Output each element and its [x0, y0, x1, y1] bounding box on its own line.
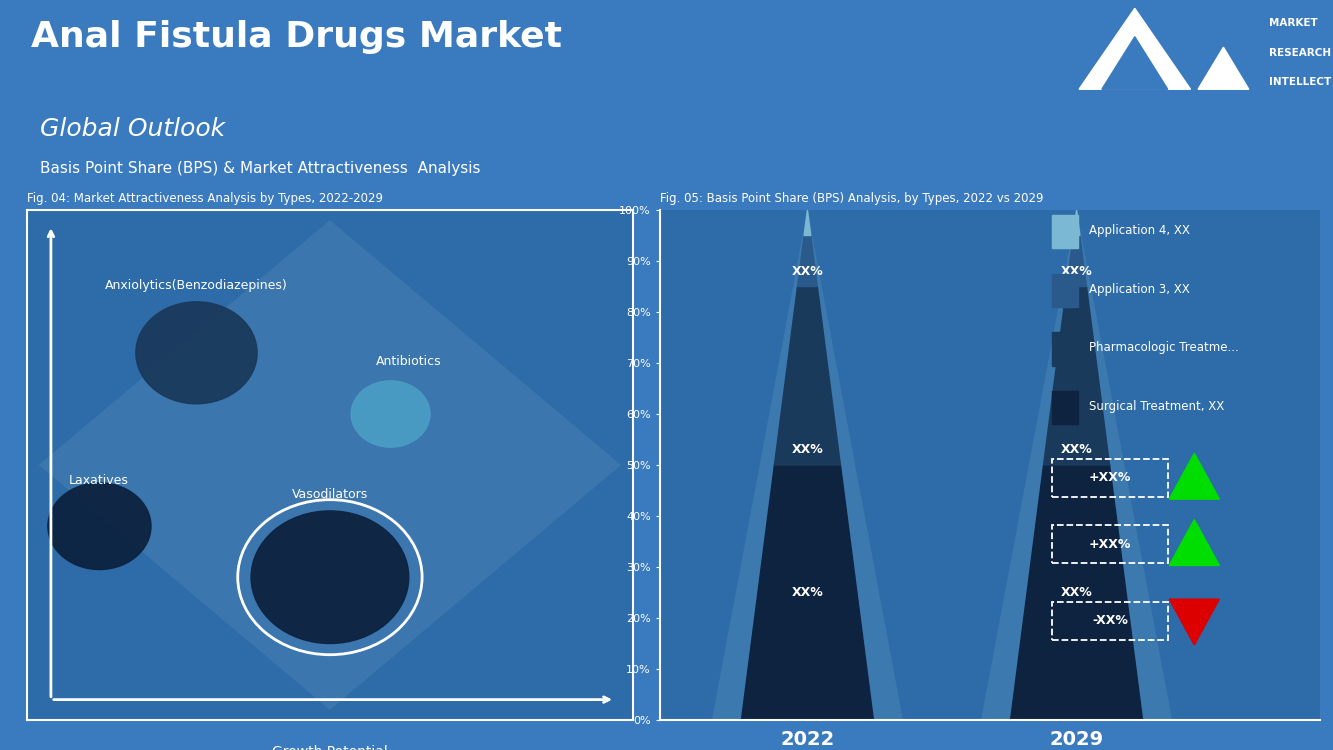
Text: Application 3, XX: Application 3, XX — [1089, 283, 1189, 296]
Text: XX%: XX% — [1061, 265, 1093, 278]
Text: XX%: XX% — [1061, 443, 1093, 456]
Polygon shape — [1044, 286, 1109, 465]
Text: Fig. 05: Basis Point Share (BPS) Analysis, by Types, 2022 vs 2029: Fig. 05: Basis Point Share (BPS) Analysi… — [660, 192, 1044, 205]
Bar — [1053, 274, 1077, 307]
Polygon shape — [1169, 599, 1220, 645]
Text: Basis Point Share (BPS) & Market Attractiveness  Analysis: Basis Point Share (BPS) & Market Attract… — [40, 160, 480, 176]
Polygon shape — [712, 210, 902, 720]
Polygon shape — [804, 210, 810, 236]
Text: Global Outlook: Global Outlook — [40, 117, 225, 141]
Polygon shape — [797, 236, 817, 286]
Text: +XX%: +XX% — [1089, 538, 1132, 550]
Polygon shape — [1080, 8, 1190, 89]
Text: MARKET: MARKET — [1269, 18, 1318, 28]
Polygon shape — [1169, 453, 1220, 500]
Polygon shape — [774, 286, 840, 465]
Text: XX%: XX% — [792, 265, 824, 278]
Bar — [1053, 215, 1077, 248]
Polygon shape — [1010, 465, 1142, 720]
Text: Anxiolytics(Benzodiazepines): Anxiolytics(Benzodiazepines) — [105, 278, 288, 292]
Circle shape — [48, 483, 151, 569]
Circle shape — [136, 302, 257, 404]
Text: RESEARCH: RESEARCH — [1269, 47, 1332, 58]
Text: Laxatives: Laxatives — [69, 474, 129, 487]
Text: XX%: XX% — [1061, 586, 1093, 599]
Bar — [1053, 391, 1077, 424]
Text: Surgical Treatment, XX: Surgical Treatment, XX — [1089, 400, 1224, 412]
Polygon shape — [1073, 210, 1080, 236]
Text: +XX%: +XX% — [1089, 471, 1132, 484]
Text: XX%: XX% — [792, 443, 824, 456]
Text: Application 4, XX: Application 4, XX — [1089, 224, 1189, 237]
Text: Fig. 04: Market Attractiveness Analysis by Types, 2022-2029: Fig. 04: Market Attractiveness Analysis … — [27, 192, 383, 205]
Text: Antibiotics: Antibiotics — [376, 355, 441, 368]
Bar — [1053, 332, 1077, 365]
Text: XX%: XX% — [792, 586, 824, 599]
Text: Pharmacologic Treatme...: Pharmacologic Treatme... — [1089, 341, 1238, 354]
Circle shape — [251, 511, 409, 644]
Polygon shape — [1198, 47, 1249, 89]
Text: Anal Fistula Drugs Market: Anal Fistula Drugs Market — [31, 20, 563, 54]
Text: CAGR 2022-2029: CAGR 2022-2029 — [0, 411, 3, 519]
Polygon shape — [1066, 236, 1086, 286]
Polygon shape — [981, 210, 1172, 720]
Text: INTELLECT: INTELLECT — [1269, 77, 1332, 87]
Polygon shape — [741, 465, 873, 720]
Circle shape — [351, 381, 431, 447]
Text: Growth Potential: Growth Potential — [272, 746, 388, 750]
Text: -XX%: -XX% — [1092, 614, 1128, 627]
Polygon shape — [39, 220, 621, 710]
Polygon shape — [1169, 520, 1220, 566]
Polygon shape — [1102, 37, 1168, 89]
Text: Vasodilators: Vasodilators — [292, 488, 368, 501]
